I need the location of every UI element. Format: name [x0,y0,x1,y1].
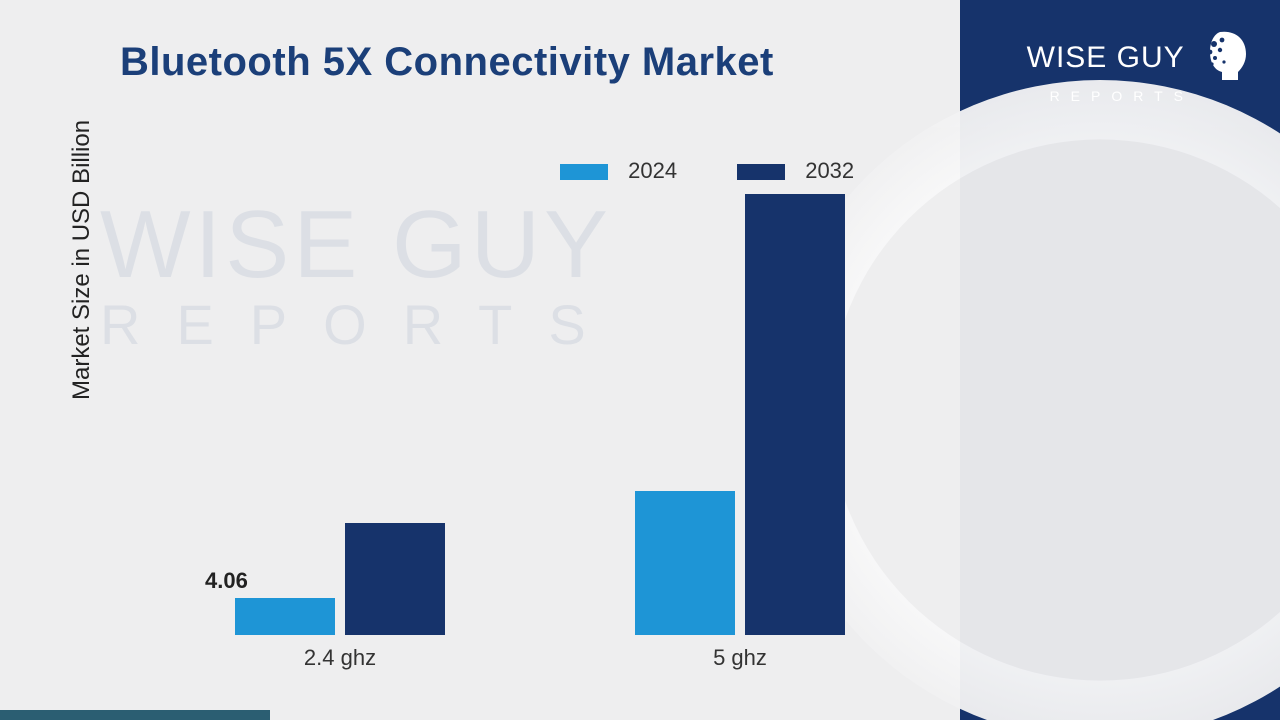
legend-item-2024: 2024 [560,158,677,184]
plot-area: 2.4 ghz4.06 5 ghz [110,185,950,635]
brand-head-icon [1200,28,1254,90]
y-axis-label: Market Size in USD Billion [68,120,96,400]
brand-word-guy: GUY [1117,41,1185,74]
legend-item-2032: 2032 [737,158,854,184]
bottom-accent-bar [0,710,270,720]
brand-logo: WISE GUY REPORTS [1027,28,1254,104]
brand-line1: WISE GUY [1027,28,1254,90]
brand-word-wise: WISE [1027,41,1108,74]
legend-swatch-2032 [737,164,785,180]
bar [745,194,845,635]
chart-title: Bluetooth 5X Connectivity Market [120,40,774,85]
bar [635,491,735,635]
legend-label-2024: 2024 [628,158,677,183]
category-label: 2.4 ghz [210,645,470,671]
bar-group: 5 ghz [610,185,870,635]
legend-swatch-2024 [560,164,608,180]
brand-line2: REPORTS [1027,88,1194,104]
bar-group: 2.4 ghz4.06 [210,185,470,635]
legend: 2024 2032 [560,158,854,184]
category-label: 5 ghz [610,645,870,671]
bar-value-label: 4.06 [205,568,248,594]
chart-canvas: WISE GUY REPORTS Bluetooth 5X Connectivi… [0,0,1280,720]
legend-label-2032: 2032 [805,158,854,183]
bar [345,523,445,636]
bar [235,598,335,635]
